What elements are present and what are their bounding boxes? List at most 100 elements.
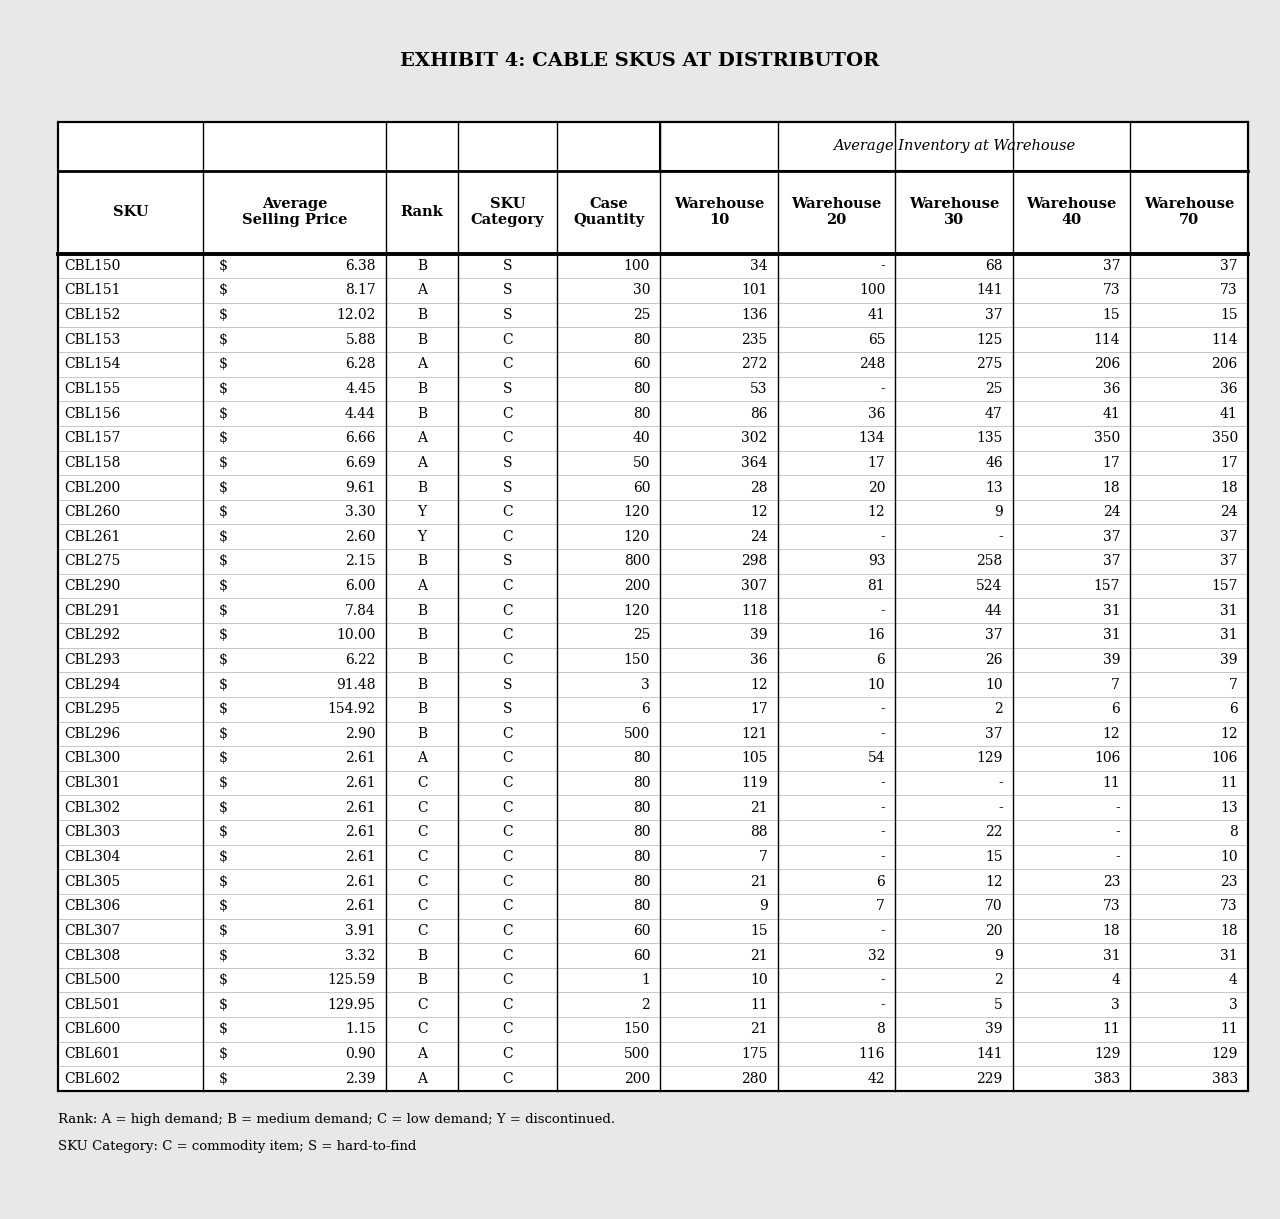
Text: 135: 135 (977, 432, 1002, 445)
Text: 37: 37 (986, 727, 1002, 741)
Text: 2: 2 (995, 702, 1002, 717)
Text: CBL500: CBL500 (64, 973, 120, 987)
Text: 18: 18 (1220, 924, 1238, 937)
Text: 114: 114 (1211, 333, 1238, 346)
Text: 0.90: 0.90 (346, 1047, 376, 1061)
Text: $: $ (219, 924, 228, 937)
Text: 2.61: 2.61 (346, 801, 376, 814)
Text: 4: 4 (1229, 973, 1238, 987)
Text: 46: 46 (986, 456, 1002, 469)
Text: C: C (502, 875, 513, 889)
Text: 86: 86 (750, 407, 768, 421)
Text: 37: 37 (1220, 555, 1238, 568)
Text: 129.95: 129.95 (328, 998, 376, 1012)
Text: C: C (417, 1023, 428, 1036)
Text: 60: 60 (632, 357, 650, 372)
Text: 800: 800 (623, 555, 650, 568)
Text: C: C (417, 801, 428, 814)
Text: SKU: SKU (113, 205, 148, 219)
Text: 21: 21 (750, 801, 768, 814)
Text: C: C (502, 801, 513, 814)
Text: C: C (502, 1072, 513, 1086)
Text: 15: 15 (1220, 308, 1238, 322)
Text: Y: Y (417, 530, 426, 544)
Text: A: A (417, 579, 428, 594)
Text: 12.02: 12.02 (337, 308, 376, 322)
Text: B: B (417, 973, 428, 987)
Text: S: S (503, 308, 512, 322)
Text: B: B (417, 702, 428, 717)
Text: 125.59: 125.59 (328, 973, 376, 987)
Text: 73: 73 (1102, 284, 1120, 297)
Text: Rank: A = high demand; B = medium demand; C = low demand; Y = discontinued.: Rank: A = high demand; B = medium demand… (58, 1113, 614, 1126)
Text: CBL261: CBL261 (64, 530, 120, 544)
Text: 157: 157 (1093, 579, 1120, 594)
Text: C: C (417, 900, 428, 913)
Text: 70: 70 (986, 900, 1002, 913)
Text: 40: 40 (632, 432, 650, 445)
Text: 350: 350 (1211, 432, 1238, 445)
Text: 11: 11 (1102, 1023, 1120, 1036)
Text: CBL306: CBL306 (64, 900, 120, 913)
Text: 15: 15 (986, 850, 1002, 864)
Text: CBL157: CBL157 (64, 432, 120, 445)
Text: 157: 157 (1211, 579, 1238, 594)
Text: C: C (502, 948, 513, 963)
Text: Rank: Rank (401, 205, 444, 219)
Text: 114: 114 (1093, 333, 1120, 346)
Text: 39: 39 (1220, 653, 1238, 667)
Text: S: S (503, 555, 512, 568)
Text: $: $ (219, 579, 228, 594)
Text: EXHIBIT 4: CABLE SKUS AT DISTRIBUTOR: EXHIBIT 4: CABLE SKUS AT DISTRIBUTOR (401, 52, 879, 69)
Text: 4: 4 (1111, 973, 1120, 987)
Text: 36: 36 (1103, 382, 1120, 396)
Text: 100: 100 (859, 284, 886, 297)
Text: 206: 206 (1211, 357, 1238, 372)
Text: 31: 31 (1102, 628, 1120, 642)
Text: A: A (417, 284, 428, 297)
Text: 524: 524 (977, 579, 1002, 594)
Text: -: - (881, 530, 886, 544)
Text: 81: 81 (868, 579, 886, 594)
Text: 8: 8 (1229, 825, 1238, 840)
Text: 3: 3 (641, 678, 650, 691)
Text: 80: 80 (632, 825, 650, 840)
Text: -: - (881, 924, 886, 937)
Text: 200: 200 (623, 1072, 650, 1086)
Text: 302: 302 (741, 432, 768, 445)
Text: 50: 50 (632, 456, 650, 469)
Text: 80: 80 (632, 875, 650, 889)
Text: 44: 44 (986, 603, 1002, 618)
Text: 129: 129 (1211, 1047, 1238, 1061)
Text: 500: 500 (623, 727, 650, 741)
Text: 4.44: 4.44 (346, 407, 376, 421)
Text: CBL275: CBL275 (64, 555, 120, 568)
Text: CBL200: CBL200 (64, 480, 120, 495)
Text: 9: 9 (759, 900, 768, 913)
Text: C: C (417, 825, 428, 840)
Text: C: C (502, 407, 513, 421)
Text: C: C (502, 850, 513, 864)
Text: 34: 34 (750, 258, 768, 273)
Text: 9: 9 (995, 948, 1002, 963)
Text: C: C (502, 1023, 513, 1036)
Text: 2.39: 2.39 (346, 1072, 376, 1086)
Text: 6.38: 6.38 (346, 258, 376, 273)
Text: 6: 6 (1111, 702, 1120, 717)
Text: CBL293: CBL293 (64, 653, 120, 667)
Text: 307: 307 (741, 579, 768, 594)
Text: 80: 80 (632, 850, 650, 864)
Text: -: - (881, 382, 886, 396)
Text: 141: 141 (977, 284, 1002, 297)
Text: 18: 18 (1220, 480, 1238, 495)
Text: C: C (502, 505, 513, 519)
Text: CBL300: CBL300 (64, 751, 120, 766)
Text: 5.88: 5.88 (346, 333, 376, 346)
Text: CBL155: CBL155 (64, 382, 120, 396)
Text: 37: 37 (986, 308, 1002, 322)
Text: 106: 106 (1211, 751, 1238, 766)
Text: C: C (502, 1047, 513, 1061)
Text: C: C (502, 628, 513, 642)
Text: S: S (503, 456, 512, 469)
Text: 80: 80 (632, 900, 650, 913)
